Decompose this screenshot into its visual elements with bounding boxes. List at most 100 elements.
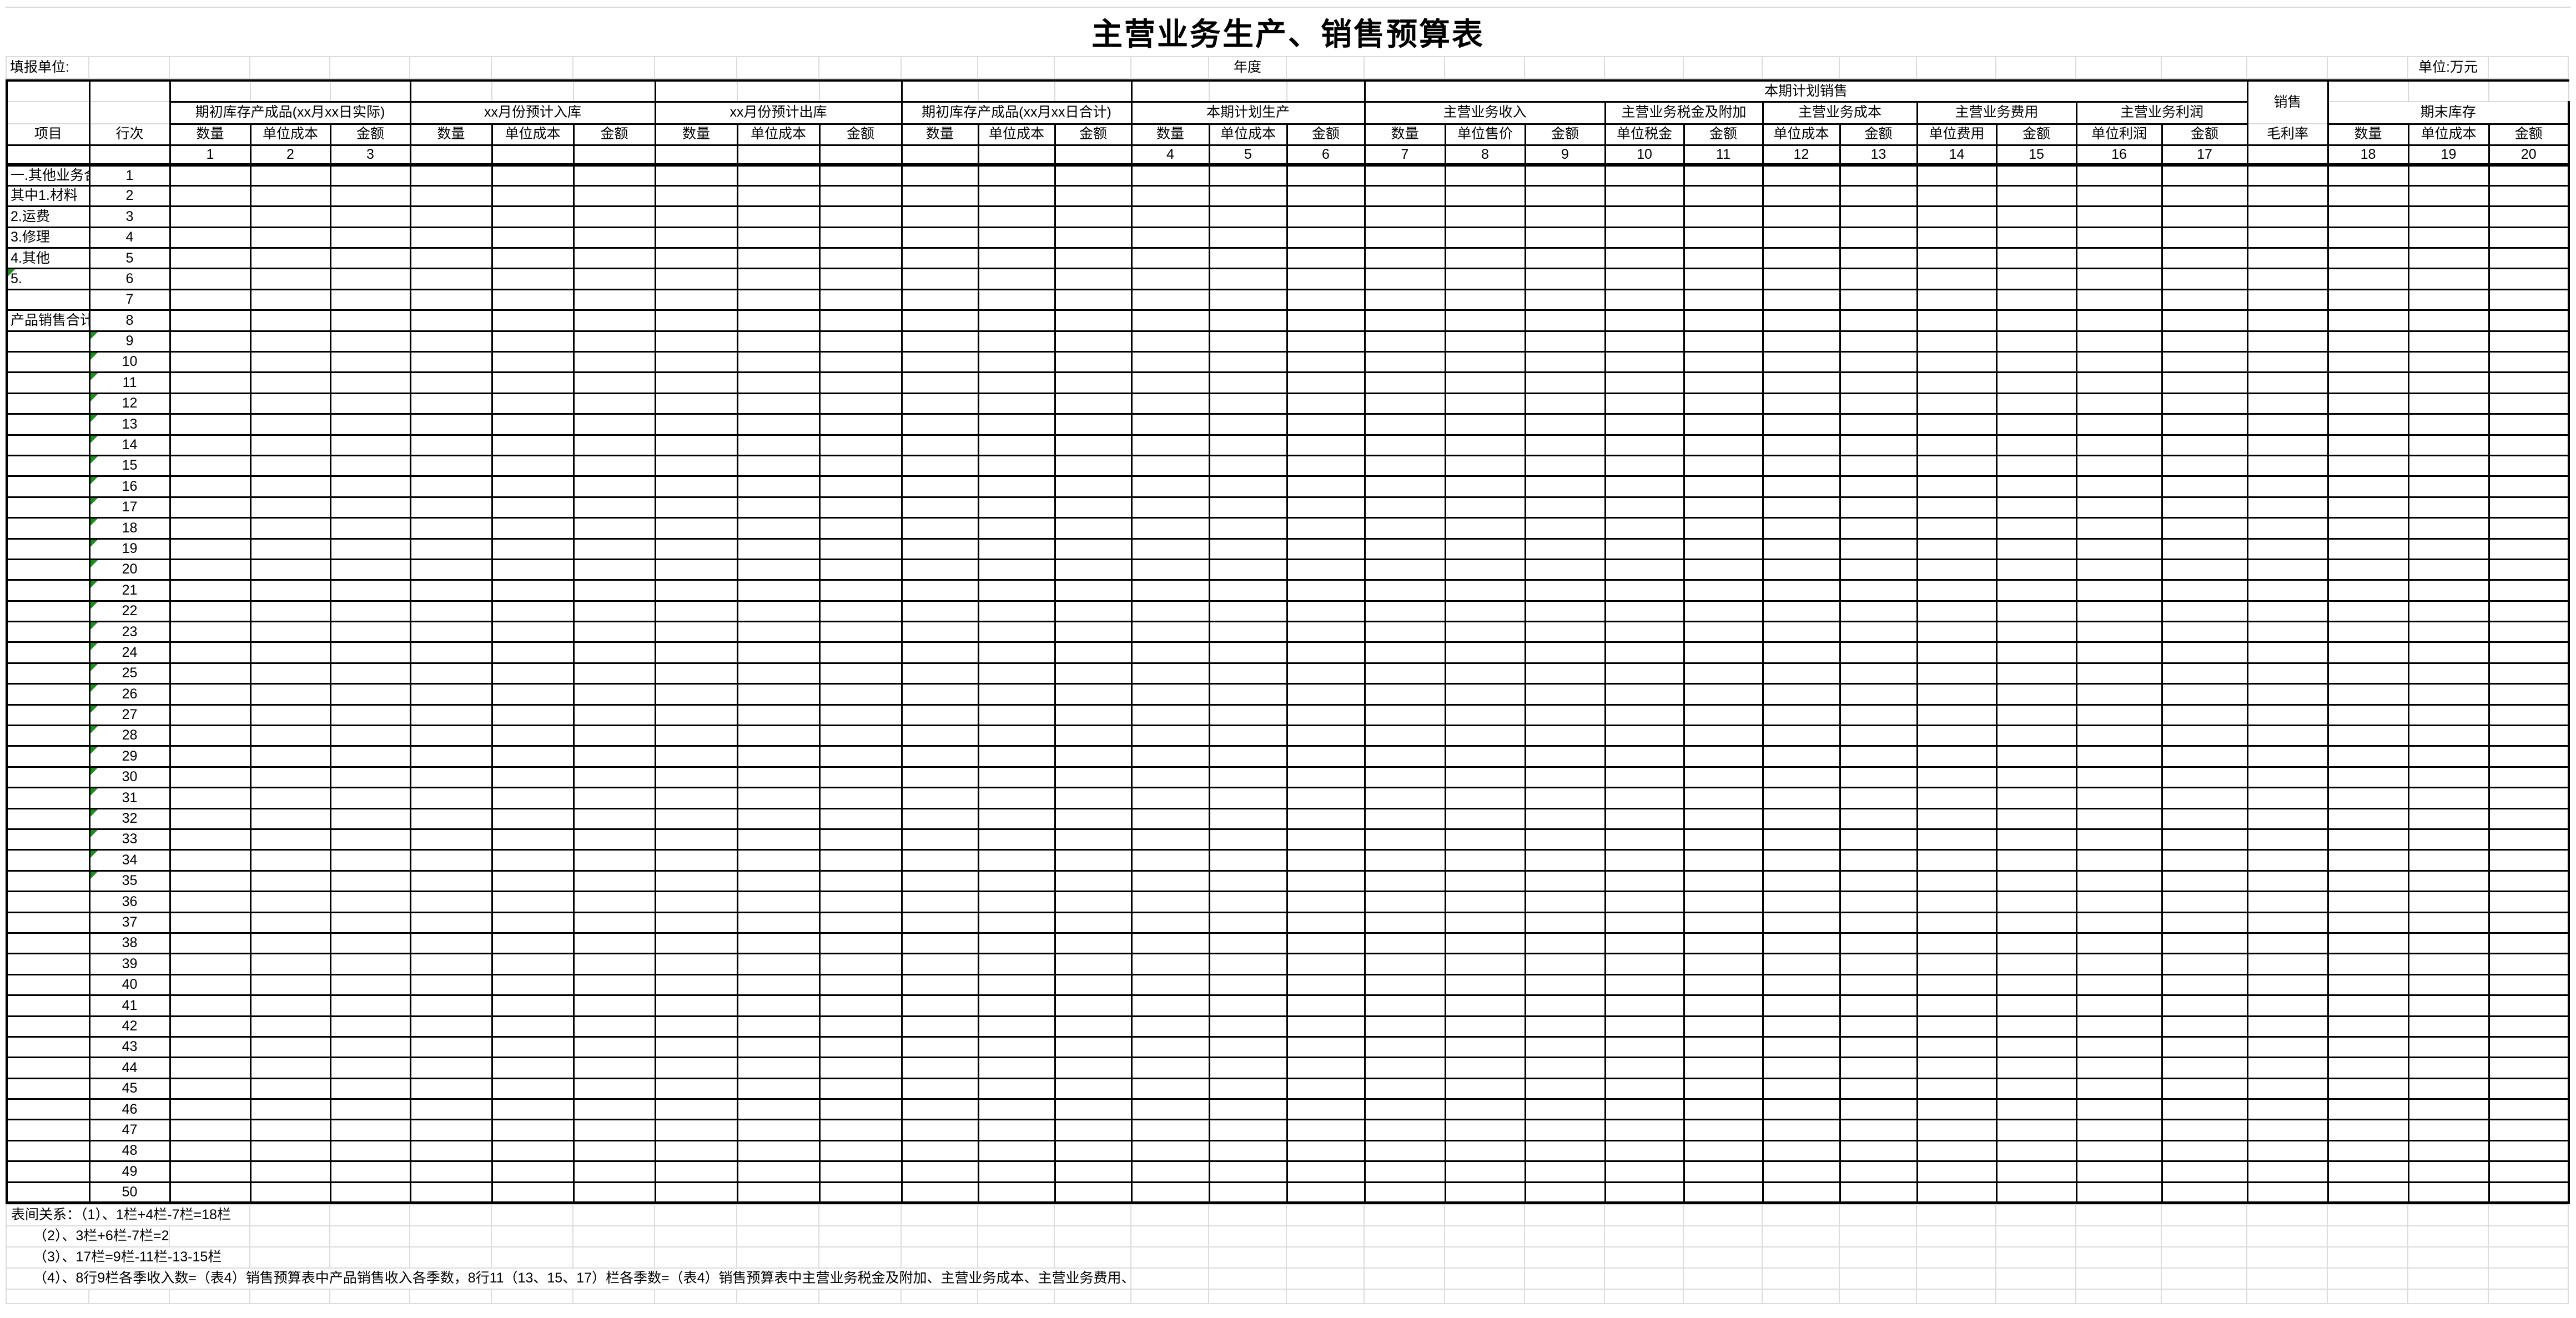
cell[interactable] (249, 1077, 331, 1100)
cell[interactable] (249, 1181, 331, 1205)
cell[interactable] (329, 1160, 411, 1183)
cell[interactable] (2075, 1119, 2163, 1141)
cell[interactable] (2327, 725, 2409, 747)
cell[interactable] (977, 973, 1056, 997)
cell[interactable] (736, 641, 821, 664)
cell[interactable] (1839, 869, 1918, 893)
cell[interactable] (1683, 288, 1764, 311)
cell[interactable] (1916, 932, 1998, 955)
cell[interactable] (1524, 1139, 1606, 1163)
cell[interactable] (1286, 1160, 1366, 1183)
row-label-cell[interactable] (6, 1098, 90, 1121)
cell[interactable] (2488, 662, 2570, 685)
note-cell[interactable] (1524, 1204, 1606, 1227)
cell[interactable] (2161, 994, 2248, 1017)
colnum-cell[interactable]: 12 (1762, 144, 1841, 167)
cell[interactable] (1524, 600, 1606, 623)
colnum-cell[interactable]: 11 (1683, 144, 1764, 167)
row-number-cell[interactable]: 21 (88, 579, 171, 602)
cell[interactable] (654, 828, 738, 851)
cell[interactable] (491, 330, 575, 353)
row-label-cell[interactable] (6, 496, 90, 519)
cell[interactable] (409, 911, 493, 934)
cell[interactable] (249, 496, 331, 519)
cell[interactable] (1364, 288, 1446, 311)
cell[interactable] (1444, 1015, 1526, 1038)
cell[interactable] (1524, 1160, 1606, 1183)
cell[interactable] (329, 288, 411, 311)
cell[interactable] (2488, 911, 2570, 934)
cell[interactable] (1130, 392, 1210, 415)
group-header[interactable]: 期初库存产成品(xx月xx日合计) (900, 100, 1133, 125)
row-number-cell[interactable]: 48 (88, 1139, 171, 1163)
cell[interactable] (1444, 973, 1526, 997)
cell[interactable] (1364, 1057, 1446, 1079)
cell[interactable] (2246, 641, 2329, 664)
cell[interactable] (1286, 268, 1366, 290)
cell[interactable] (1839, 911, 1918, 934)
cell[interactable] (1444, 911, 1526, 934)
cell[interactable] (2327, 1181, 2409, 1205)
cell[interactable] (1762, 683, 1841, 706)
cell[interactable] (2488, 641, 2570, 664)
cell[interactable] (736, 205, 821, 228)
cell[interactable] (1130, 247, 1210, 270)
cell[interactable] (2075, 725, 2163, 747)
cell[interactable] (2161, 1077, 2248, 1100)
row-label-cell[interactable]: 3.修理 (6, 226, 90, 249)
cell[interactable] (1208, 973, 1288, 997)
cell[interactable] (329, 953, 411, 975)
note-cell[interactable] (1286, 1225, 1365, 1248)
cell[interactable] (736, 371, 821, 394)
cell[interactable] (1286, 205, 1366, 228)
cell[interactable] (1762, 973, 1841, 997)
cell[interactable] (2488, 787, 2570, 809)
cell[interactable] (1444, 725, 1526, 747)
cell[interactable] (1839, 496, 1918, 519)
cell[interactable] (2161, 807, 2248, 831)
cell[interactable] (491, 1119, 575, 1141)
cell[interactable] (1995, 725, 2077, 747)
cell[interactable] (249, 309, 331, 332)
cell[interactable] (169, 309, 251, 332)
cell[interactable] (2246, 1077, 2329, 1100)
cell[interactable] (1995, 392, 2077, 415)
meta-cell[interactable] (1762, 56, 1840, 79)
cell[interactable] (2488, 621, 2570, 643)
cell[interactable] (2161, 164, 2248, 187)
cell[interactable] (491, 1098, 575, 1121)
cell[interactable] (1762, 621, 1841, 643)
note-cell[interactable] (1683, 1246, 1763, 1269)
note-cell[interactable] (1839, 1225, 1918, 1248)
cell[interactable] (2075, 766, 2163, 789)
cell[interactable] (1444, 330, 1526, 353)
cell[interactable] (1286, 558, 1366, 581)
cell[interactable] (2488, 849, 2570, 872)
cell[interactable] (2246, 932, 2329, 955)
cell[interactable] (329, 932, 411, 955)
cell[interactable] (1444, 1119, 1526, 1141)
cell[interactable] (1916, 413, 1998, 436)
cell[interactable] (1683, 309, 1764, 332)
row-label-cell[interactable] (6, 392, 90, 415)
cell[interactable] (1839, 1057, 1918, 1079)
cell[interactable] (169, 496, 251, 519)
cell[interactable] (409, 184, 493, 208)
subcol-header[interactable]: 数量 (1130, 123, 1210, 146)
cell[interactable] (654, 475, 738, 498)
cell[interactable] (1444, 454, 1526, 477)
cell[interactable] (2488, 350, 2570, 374)
note-cell[interactable] (1839, 1246, 1918, 1269)
cell[interactable] (1839, 558, 1918, 581)
cell[interactable] (1995, 1181, 2077, 1205)
cell[interactable] (1208, 766, 1288, 789)
cell[interactable] (249, 911, 331, 934)
cell[interactable] (1208, 953, 1288, 975)
cell[interactable] (654, 703, 738, 727)
cell[interactable] (1916, 725, 1998, 747)
cell[interactable] (2488, 1181, 2570, 1205)
cell[interactable] (736, 621, 821, 643)
note-cell[interactable] (1208, 1246, 1287, 1269)
cell[interactable] (2407, 807, 2490, 831)
note-cell[interactable] (2075, 1225, 2162, 1248)
